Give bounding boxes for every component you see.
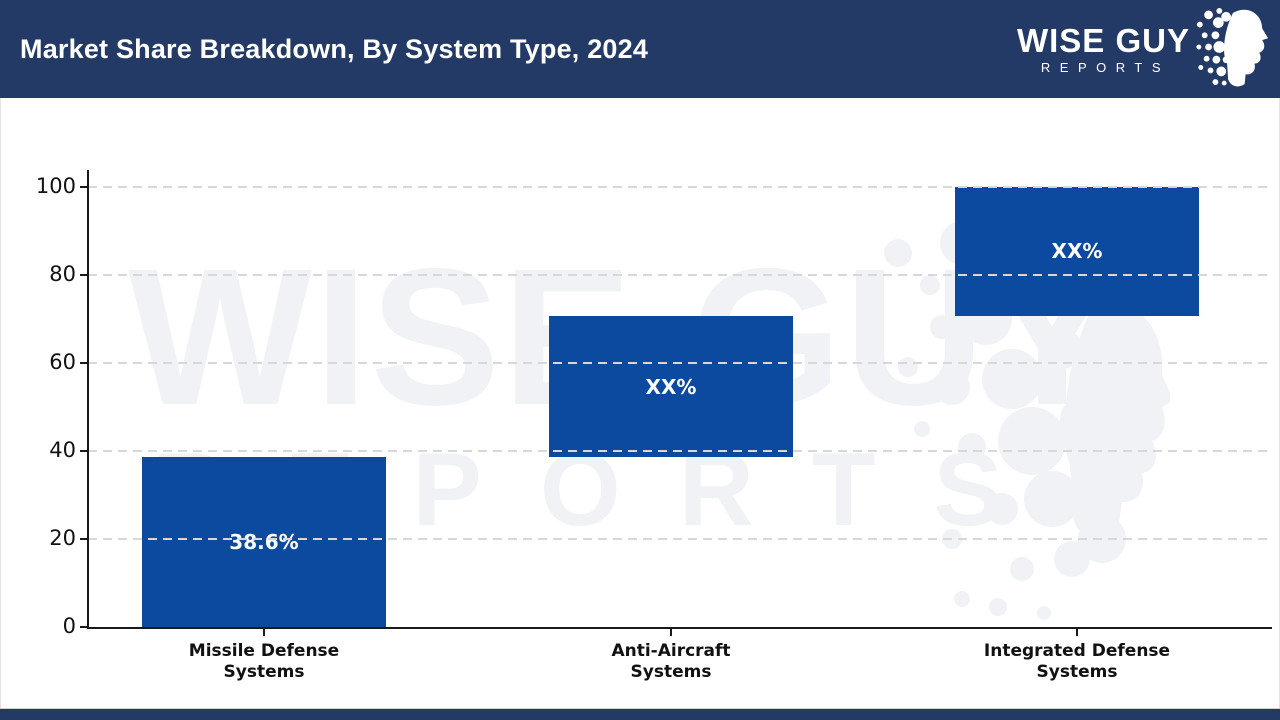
footer-bar xyxy=(0,708,1280,720)
bar-value-label-2: XX% xyxy=(1051,239,1103,264)
category-label-1: Anti-Aircraft Systems xyxy=(541,641,801,683)
y-tick-100 xyxy=(80,186,87,188)
y-tick-label-40: 40 xyxy=(49,438,76,462)
bar-segment-1: XX% xyxy=(549,315,793,458)
y-tick-60 xyxy=(80,362,87,364)
y-tick-label-60: 60 xyxy=(49,350,76,374)
category-label-line: Missile Defense xyxy=(188,641,340,661)
y-tick-label-0: 0 xyxy=(62,614,76,638)
gridline-80 xyxy=(88,274,1272,276)
dotted-head-icon xyxy=(1192,3,1270,96)
bar-segment-2: XX% xyxy=(955,187,1199,316)
gridline-100 xyxy=(88,186,1272,188)
y-axis-line xyxy=(87,170,89,628)
category-label-line: Anti-Aircraft xyxy=(611,641,731,661)
logo-subtitle: REPORTS xyxy=(1040,59,1171,75)
x-tick-2 xyxy=(1076,629,1078,636)
logo-text: WISE GUY REPORTS xyxy=(1016,21,1190,75)
header-bar: Market Share Breakdown, By System Type, … xyxy=(0,0,1280,98)
logo-wordmark: WISE GUY xyxy=(1016,21,1190,59)
bar-value-label-0: 38.6% xyxy=(229,530,299,555)
y-tick-80 xyxy=(80,274,87,276)
y-tick-label-80: 80 xyxy=(49,262,76,286)
y-tick-20 xyxy=(80,538,87,540)
page-title: Market Share Breakdown, By System Type, … xyxy=(20,33,649,64)
x-axis-line xyxy=(87,627,1272,629)
left-border xyxy=(0,98,1,709)
category-label-line: Systems xyxy=(1036,662,1118,682)
wise-guy-logo: WISE GUY REPORTS xyxy=(1017,3,1280,96)
category-label-line: Systems xyxy=(223,662,305,682)
gridline-60 xyxy=(88,362,1272,364)
gridline-40 xyxy=(88,450,1272,452)
gridline-20 xyxy=(88,538,1272,540)
category-label-2: Integrated Defense Systems xyxy=(947,641,1207,683)
x-tick-1 xyxy=(670,629,672,636)
y-tick-0 xyxy=(80,626,87,628)
x-tick-0 xyxy=(263,629,265,636)
y-tick-label-20: 20 xyxy=(49,526,76,550)
y-tick-label-100: 100 xyxy=(35,174,76,198)
category-label-line: Systems xyxy=(630,662,712,682)
bar-segment-0: 38.6% xyxy=(142,457,386,627)
category-label-line: Integrated Defense xyxy=(983,641,1171,661)
bar-value-label-1: XX% xyxy=(645,374,697,399)
category-label-0: Missile Defense Systems xyxy=(134,641,394,683)
y-tick-40 xyxy=(80,450,87,452)
